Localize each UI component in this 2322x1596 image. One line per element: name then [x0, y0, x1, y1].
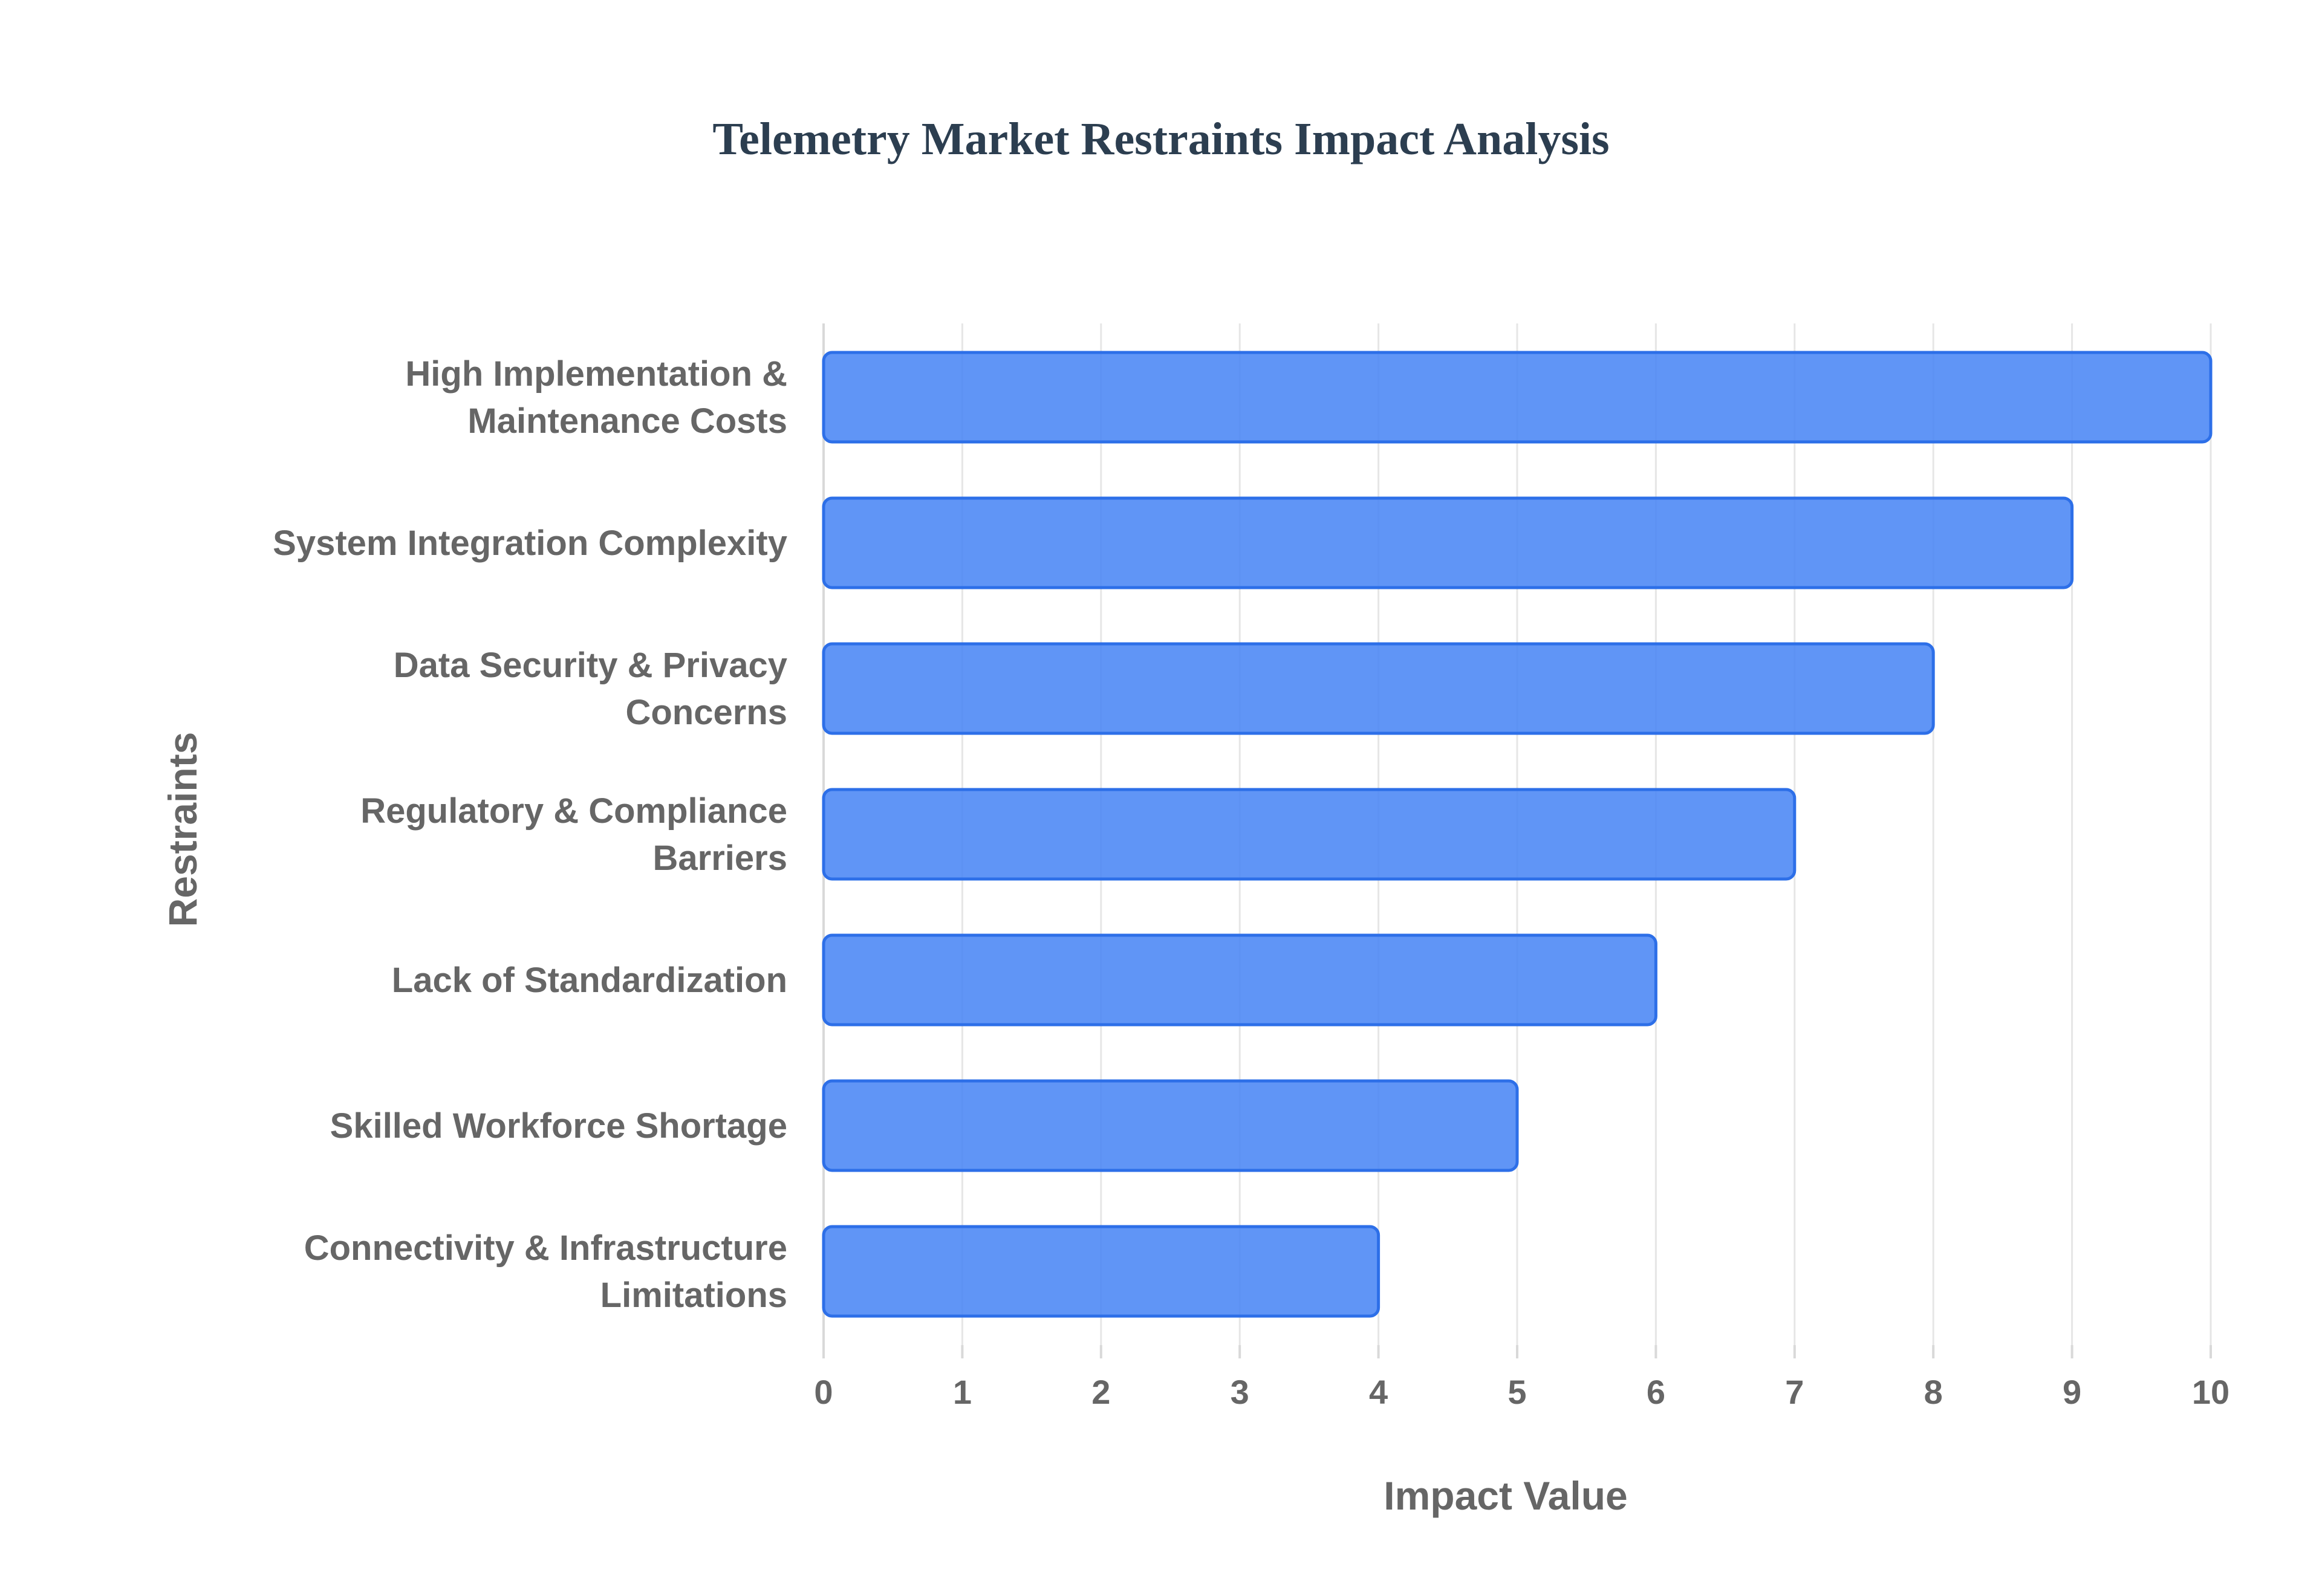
x-tick-label: 0: [814, 1373, 833, 1411]
bar[interactable]: [822, 496, 2074, 589]
chart-title: Telemetry Market Restraints Impact Analy…: [712, 114, 1609, 164]
category-label-line: System Integration Complexity: [273, 524, 787, 563]
category-label-line: Maintenance Costs: [467, 401, 787, 441]
category-label: Lack of Standardization: [392, 961, 787, 1000]
x-tick-label: 2: [1091, 1373, 1110, 1411]
category-label: Regulatory & Compliance Barriers: [360, 791, 787, 878]
bar[interactable]: [822, 1225, 1381, 1318]
category-label-line: Lack of Standardization: [392, 961, 787, 1000]
x-tick-label: 1: [953, 1373, 972, 1411]
x-tick-layer: 0 1 2 3 4 5 6 7 8 9 10: [814, 1373, 2229, 1411]
x-tick-label: 10: [2192, 1373, 2229, 1411]
category-label: Data Security & Privacy Concerns: [394, 646, 787, 732]
category-label-line: Barriers: [653, 839, 787, 878]
bar-layer: [822, 351, 2213, 1318]
category-label-line: Concerns: [625, 693, 787, 732]
category-label-layer: High Implementation & Maintenance Costs Sy…: [273, 354, 787, 1315]
bar[interactable]: [822, 788, 1797, 881]
category-label-line: Regulatory & Compliance: [360, 791, 787, 831]
bar[interactable]: [822, 642, 1935, 735]
category-label-line: Data Security & Privacy: [394, 646, 787, 685]
category-label-line: Limitations: [600, 1276, 787, 1315]
x-axis-title: Impact Value: [1384, 1473, 1628, 1518]
x-tick-label: 6: [1647, 1373, 1665, 1411]
category-label: Skilled Workforce Shortage: [330, 1106, 787, 1146]
category-label-line: Skilled Workforce Shortage: [330, 1106, 787, 1146]
x-tick-label: 8: [1924, 1373, 1943, 1411]
bar[interactable]: [822, 351, 2213, 444]
x-tick-label: 9: [2063, 1373, 2081, 1411]
category-label: Connectivity & Infrastructure Limitations: [304, 1228, 787, 1315]
x-tick-label: 5: [1507, 1373, 1526, 1411]
x-tick-label: 3: [1231, 1373, 1249, 1411]
y-axis-title: Restraints: [160, 732, 205, 927]
category-label-line: High Implementation &: [405, 354, 787, 394]
bar[interactable]: [822, 933, 1657, 1027]
x-tick-label: 7: [1785, 1373, 1804, 1411]
category-label: System Integration Complexity: [273, 524, 787, 563]
x-tick-label: 4: [1369, 1373, 1388, 1411]
category-label-line: Connectivity & Infrastructure: [304, 1228, 787, 1268]
bar[interactable]: [822, 1079, 1519, 1172]
category-label: High Implementation & Maintenance Costs: [405, 354, 787, 441]
